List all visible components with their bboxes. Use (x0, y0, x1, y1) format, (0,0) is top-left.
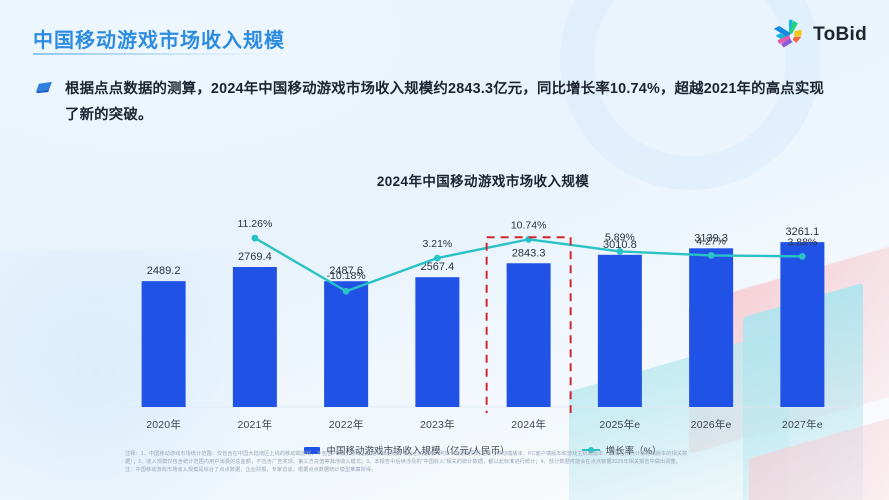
chart-bar (324, 281, 369, 407)
line-value-label: -10.18% (327, 270, 366, 282)
bar-value-label: 2567.4 (421, 261, 455, 273)
chart-bar (506, 263, 551, 407)
chart-bar (597, 254, 642, 407)
bar-value-label: 3139.3 (694, 232, 728, 244)
x-axis-tick-label: 2023年 (419, 419, 455, 431)
page-title: 中国移动游戏市场收入规模 (33, 30, 285, 52)
ribbon-bullet-icon (36, 81, 53, 94)
x-axis-tick-label: 2021年 (237, 419, 273, 431)
line-value-label: 3.21% (422, 238, 452, 250)
lead-text: 根据点点数据的测算，2024年中国移动游戏市场收入规模约2843.3亿元，同比增… (65, 81, 825, 123)
line-value-label: 5.89% (605, 231, 635, 243)
chart-line-point (616, 247, 624, 255)
bar-value-label: 2487.6 (329, 265, 363, 277)
x-axis-tick-label: 2020年 (146, 419, 182, 431)
chart-line-point (707, 252, 715, 259)
footnote-line-2: 据）；2、收入规模仅包含统计范围内用户消费的总金额，不包含广告变现、第三方充值等… (125, 459, 681, 466)
chart-line-point (433, 254, 441, 262)
lead-paragraph: 根据点点数据的测算，2024年中国移动游戏市场收入规模约2843.3亿元，同比增… (36, 76, 829, 128)
chart-bar (780, 242, 825, 407)
logo-text: ToBid (813, 24, 867, 45)
legend-item[interactable]: 中国移动游戏市场收入规模（亿元/人民币） (304, 443, 510, 457)
chart-line-point (798, 252, 806, 260)
legend-item-label: 中国移动游戏市场收入规模（亿元/人民币） (326, 446, 510, 457)
x-axis-tick-label: 2024年 (511, 419, 547, 431)
footnote-line-3: 注：中国移动游戏市场收入规模是综合了点点数据、企业财报、专家访谈，根据点点数据统… (125, 467, 377, 474)
chart-bar (689, 248, 734, 407)
chart-card: 2024年中国移动游戏市场收入规模 2489.2 2769.4 2487.6 2567… (118, 155, 848, 457)
line-value-label: 11.26% (237, 218, 272, 230)
chart-line-point (251, 234, 259, 242)
x-axis-tick-label: 2027年e (781, 419, 823, 431)
title-underline (33, 53, 285, 55)
bar-value-label: 3261.1 (786, 226, 820, 238)
chart-plot-area: 2489.2 2769.4 2487.6 2567.4 2843.3 3010.8 3139… (118, 201, 848, 413)
chart-title: 2024年中国移动游戏市场收入规模 (376, 174, 590, 189)
legend-line-swatch-icon (581, 446, 600, 454)
brand-logo: ToBid (771, 18, 867, 52)
x-axis-tick-label: 2022年 (328, 419, 364, 431)
legend-item-label: 增长率（%） (605, 446, 662, 457)
chart-bar (141, 281, 186, 407)
legend-bar-swatch-icon (304, 446, 321, 454)
bar-value-label: 2489.2 (147, 265, 181, 277)
chart-line-point (342, 287, 350, 295)
chart-svg: 2489.2 2769.4 2487.6 2567.4 2843.3 3010.8 3139… (118, 218, 848, 413)
bar-value-label: 2843.3 (512, 247, 546, 259)
bar-value-label: 3010.8 (603, 239, 637, 251)
chart-legend: 中国移动游戏市场收入规模（亿元/人民币） 增长率（%） (118, 443, 848, 457)
chart-bar (415, 277, 460, 407)
x-axis-tick-label: 2025年e (599, 419, 641, 431)
line-value-label: 3.88% (787, 236, 817, 248)
chart-x-axis: 2020年 2021年 2022年 2023年 2024年 2025年e 2026年e 202… (118, 417, 848, 432)
legend-item[interactable]: 增长率（%） (581, 443, 662, 457)
line-value-label: 4.27% (696, 235, 726, 247)
chart-bar (232, 266, 277, 407)
footnote-line-1: 注释：1、中国移动游戏市场统计范围：仅包含在中国大陆地区上线的移动端游戏，不包含… (125, 451, 688, 457)
line-value-label: 10.74% (511, 219, 547, 231)
bar-value-label: 2769.4 (238, 251, 272, 263)
tobid-logo-icon (771, 18, 807, 52)
footnote-block: 注释：1、中国移动游戏市场统计范围：仅包含在中国大陆地区上线的移动端游戏，不包含… (125, 450, 879, 475)
highlight-box (485, 236, 572, 413)
x-axis-tick-label: 2026年e (690, 419, 732, 431)
